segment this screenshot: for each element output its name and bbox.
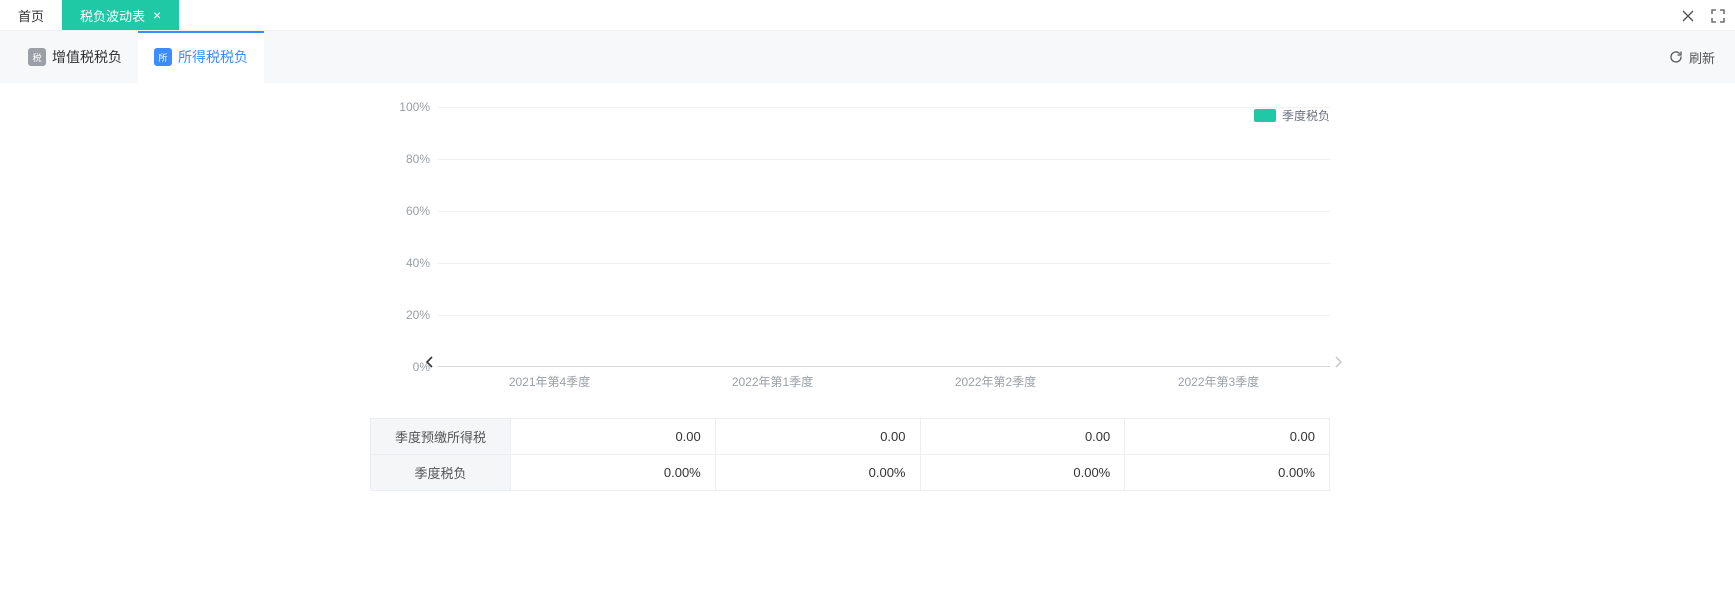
grid-line xyxy=(438,159,1330,160)
sub-tab-income[interactable]: 所 所得税税负 xyxy=(138,31,264,83)
y-tick: 80% xyxy=(370,152,430,166)
x-label: 2022年第1季度 xyxy=(661,373,884,390)
chart-plot: 100% 80% 60% 40% 20% 0% xyxy=(370,107,1330,367)
chart-next-icon[interactable] xyxy=(1332,355,1344,373)
table-row: 季度预缴所得税 0.00 0.00 0.00 0.00 xyxy=(371,419,1330,455)
tab-tax-fluctuation[interactable]: 税负波动表 × xyxy=(62,0,179,30)
table-row: 季度税负 0.00% 0.00% 0.00% 0.00% xyxy=(371,455,1330,491)
table-cell: 0.00% xyxy=(920,455,1125,491)
sub-tab-income-label: 所得税税负 xyxy=(178,47,248,67)
refresh-label: 刷新 xyxy=(1689,48,1715,67)
close-window-icon[interactable] xyxy=(1679,7,1697,25)
content-area: 季度税负 100% 80% 60% 40% 20% 0% xyxy=(0,83,1735,491)
row-header: 季度税负 xyxy=(371,455,511,491)
sub-tab-bar: 税 增值税税负 所 所得税税负 刷新 xyxy=(0,31,1735,83)
y-tick: 60% xyxy=(370,204,430,218)
table-cell: 0.00 xyxy=(1125,419,1330,455)
y-tick: 20% xyxy=(370,308,430,322)
chart-grid xyxy=(438,107,1330,367)
y-tick: 40% xyxy=(370,256,430,270)
grid-line xyxy=(438,263,1330,264)
table-cell: 0.00 xyxy=(920,419,1125,455)
top-right-actions xyxy=(1679,0,1727,31)
sub-tab-vat-label: 增值税税负 xyxy=(52,47,122,67)
tab-tax-fluctuation-label: 税负波动表 xyxy=(80,6,145,25)
sub-tabs: 税 增值税税负 所 所得税税负 xyxy=(12,31,264,83)
sub-tab-vat[interactable]: 税 增值税税负 xyxy=(12,31,138,83)
chart-container: 季度税负 100% 80% 60% 40% 20% 0% xyxy=(370,107,1330,390)
refresh-icon xyxy=(1669,50,1683,64)
chart-prev-icon[interactable] xyxy=(424,355,436,373)
table-cell: 0.00% xyxy=(715,455,920,491)
vat-icon: 税 xyxy=(28,48,46,66)
fullscreen-icon[interactable] xyxy=(1709,7,1727,25)
table-cell: 0.00% xyxy=(1125,455,1330,491)
y-tick: 100% xyxy=(370,100,430,114)
x-label: 2022年第3季度 xyxy=(1107,373,1330,390)
x-label: 2021年第4季度 xyxy=(438,373,661,390)
y-axis: 100% 80% 60% 40% 20% 0% xyxy=(370,107,438,367)
x-label: 2022年第2季度 xyxy=(884,373,1107,390)
grid-line xyxy=(438,107,1330,108)
grid-line xyxy=(438,315,1330,316)
close-icon[interactable]: × xyxy=(153,8,161,22)
tab-home-label: 首页 xyxy=(18,6,44,25)
row-header: 季度预缴所得税 xyxy=(371,419,511,455)
income-icon: 所 xyxy=(154,48,172,66)
refresh-button[interactable]: 刷新 xyxy=(1669,31,1715,83)
x-axis-line xyxy=(438,366,1330,367)
table-cell: 0.00% xyxy=(511,455,716,491)
y-tick: 0% xyxy=(370,360,430,374)
grid-line xyxy=(438,211,1330,212)
table-cell: 0.00 xyxy=(511,419,716,455)
data-table: 季度预缴所得税 0.00 0.00 0.00 0.00 季度税负 0.00% 0… xyxy=(370,418,1330,491)
table-cell: 0.00 xyxy=(715,419,920,455)
tab-home[interactable]: 首页 xyxy=(0,0,62,30)
x-axis-labels: 2021年第4季度 2022年第1季度 2022年第2季度 2022年第3季度 xyxy=(438,373,1330,390)
top-tab-bar: 首页 税负波动表 × xyxy=(0,0,1735,31)
